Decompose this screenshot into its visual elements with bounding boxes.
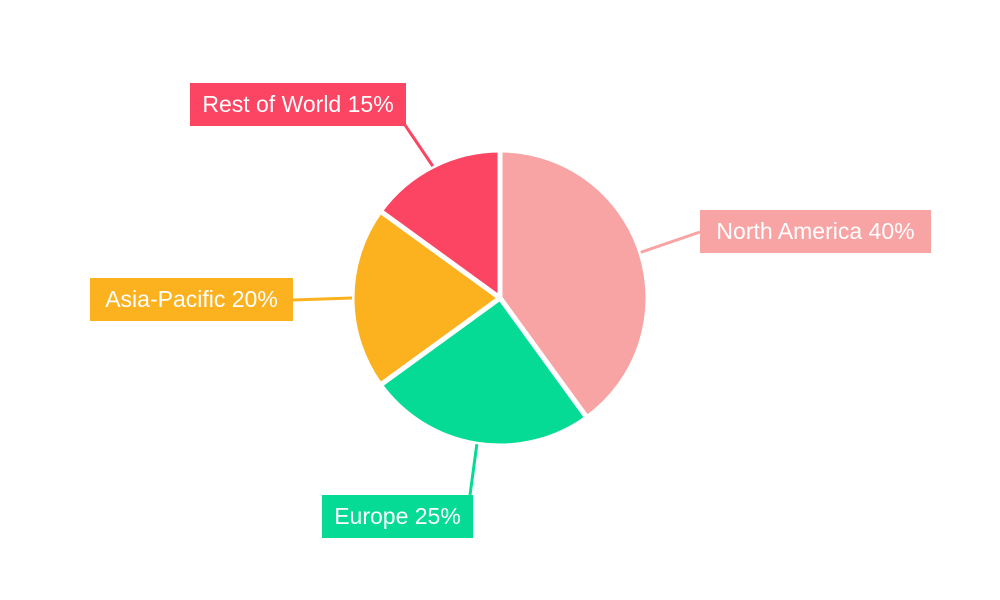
callout-label-europe: Europe 25% bbox=[322, 495, 473, 538]
leader-line-rest-of-world bbox=[403, 124, 435, 167]
pie-slice-asia-pacific bbox=[349, 208, 503, 388]
callout-label-asia-pacific: Asia-Pacific 20% bbox=[90, 278, 293, 321]
leader-line-asia-pacific bbox=[292, 296, 353, 302]
leader-line-europe bbox=[468, 443, 479, 496]
pie-slice-north-america bbox=[497, 147, 651, 421]
pie-slice-europe bbox=[377, 295, 590, 449]
leader-line-north-america bbox=[640, 230, 701, 254]
callout-label-north-america: North America 40% bbox=[700, 210, 931, 253]
pie-slice-rest-of-world bbox=[377, 147, 503, 301]
callout-label-rest-of-world: Rest of World 15% bbox=[190, 83, 406, 126]
